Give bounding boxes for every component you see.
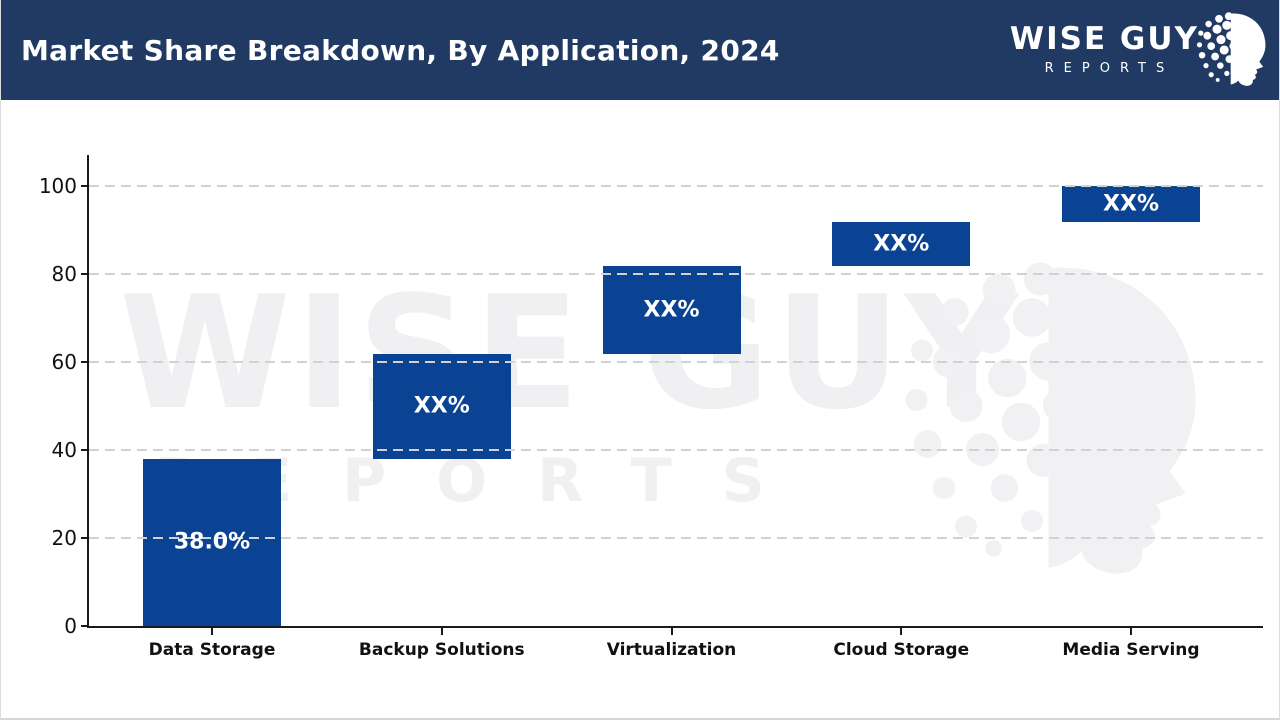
- y-tick-mark: [81, 537, 89, 539]
- logo-subtitle: REPORTS: [1044, 61, 1175, 76]
- gridline-100: [89, 185, 1263, 187]
- x-axis-category-label: Cloud Storage: [833, 640, 970, 660]
- face-profile-dots-icon: [1193, 7, 1271, 93]
- y-axis-line: [87, 155, 89, 626]
- x-tick-mark: [1130, 628, 1132, 635]
- watermark: WISE GUY REPORTS: [119, 262, 1023, 516]
- x-axis-category-label: Backup Solutions: [358, 640, 525, 660]
- bar-backup-solutions: [372, 354, 511, 459]
- x-tick-mark: [670, 628, 673, 635]
- gridline-40: [89, 449, 1263, 451]
- header: Market Share Breakdown, By Application, …: [1, 0, 1279, 100]
- watermark-wordmark: WISE GUY: [119, 262, 1023, 444]
- x-axis-line: [87, 626, 1263, 628]
- x-tick-mark: [211, 628, 213, 635]
- y-tick-mark: [81, 273, 89, 275]
- x-tick-mark: [440, 628, 443, 635]
- gridline-60: [89, 361, 1263, 363]
- bar-value-label: 38.0%: [173, 529, 251, 555]
- x-axis-category-label: Virtualization: [606, 640, 737, 660]
- y-axis-tick-label: 40: [51, 438, 77, 462]
- bar-value-label: XX%: [1103, 191, 1159, 217]
- y-tick-mark: [81, 361, 89, 363]
- y-axis-tick-label: 80: [51, 262, 77, 286]
- bar-media-serving: [1062, 186, 1200, 223]
- bar-value-label: XX%: [643, 297, 700, 323]
- bar-data-storage: [143, 458, 281, 626]
- x-axis-category-label: Data Storage: [148, 640, 276, 660]
- bar-value-label: XX%: [873, 231, 930, 257]
- logo-wordmark: WISE GUY: [1009, 21, 1199, 57]
- bar-cloud-storage: [832, 222, 971, 267]
- y-tick-mark: [81, 185, 89, 187]
- y-axis-tick-label: 100: [38, 174, 77, 198]
- x-axis-category-label: Media Serving: [1062, 640, 1200, 660]
- bar-virtualization: [602, 266, 741, 355]
- y-axis-tick-label: 60: [51, 350, 77, 374]
- y-tick-mark: [81, 449, 89, 451]
- y-axis-tick-label: 20: [51, 526, 77, 550]
- y-axis-tick-label: 0: [64, 614, 77, 638]
- bar-value-label: XX%: [413, 393, 470, 419]
- wiseguy-logo: WISE GUY REPORTS: [1010, 7, 1271, 93]
- wiseguy-logo-text: WISE GUY REPORTS: [1009, 21, 1199, 77]
- gridline-20: [89, 537, 1263, 539]
- x-tick-mark: [900, 628, 903, 635]
- gridline-80: [89, 273, 1263, 275]
- y-tick-mark: [81, 625, 89, 627]
- page-title: Market Share Breakdown, By Application, …: [21, 33, 780, 67]
